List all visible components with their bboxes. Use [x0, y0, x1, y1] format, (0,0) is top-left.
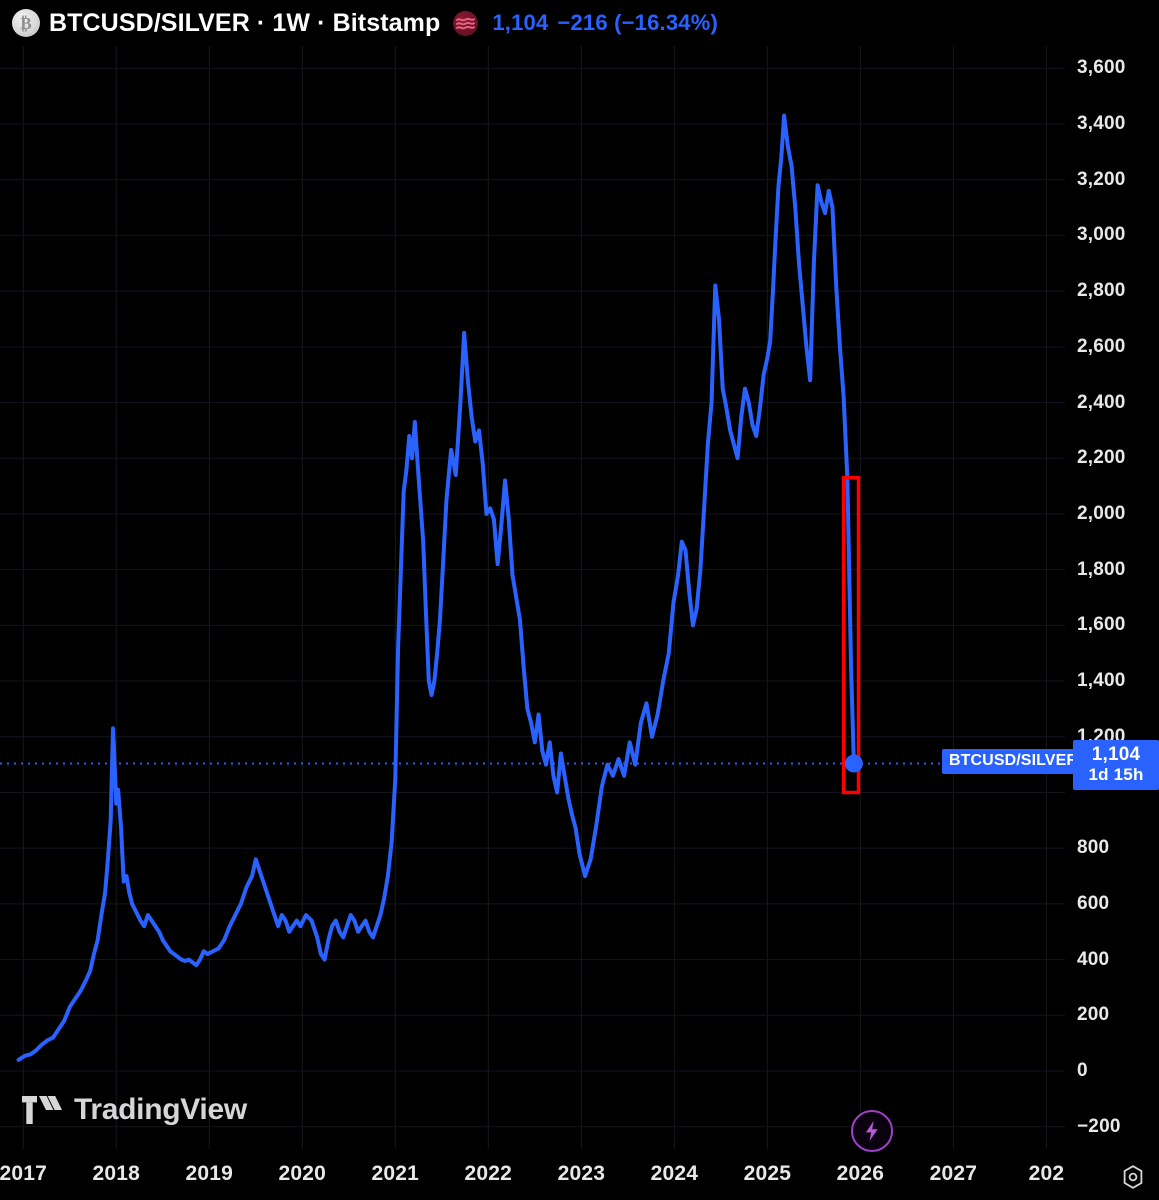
silver-wave-icon: [453, 10, 479, 36]
time-tick: 2019: [185, 1162, 234, 1185]
quote-change: −216: [557, 10, 608, 35]
horizontal-gridlines: [0, 67, 1065, 1128]
last-price-dot: [844, 754, 863, 773]
price-tick: 2,200: [1077, 447, 1126, 469]
price-axis[interactable]: 3,600 3,400 3,200 3,000 2,800 2,600 2,400 2,200…: [1065, 46, 1159, 1149]
quote-last: 1,104: [492, 10, 549, 35]
tradingview-logo-mark: [22, 1096, 62, 1124]
chart-header: ₿ BTCUSD/SILVER · 1W · Bitstamp 1,104 −21…: [0, 0, 1159, 46]
price-tick: 3,400: [1077, 112, 1126, 134]
bar-close-countdown: 1d 15h: [1088, 764, 1144, 784]
price-tick: 3,200: [1077, 168, 1126, 190]
price-series-svg: [0, 46, 1065, 1149]
time-tick: 2022: [464, 1162, 513, 1185]
time-tick: 2017: [0, 1162, 48, 1185]
price-tick: 1,600: [1077, 614, 1126, 636]
current-price-tag[interactable]: 1,104 1d 15h: [1073, 739, 1159, 790]
time-tick: 2023: [557, 1162, 606, 1185]
price-tick: 3,000: [1077, 224, 1126, 246]
tradingview-watermark: TradingView: [22, 1095, 247, 1125]
price-tick: 200: [1077, 1004, 1110, 1026]
current-price-value: 1,104: [1091, 743, 1141, 765]
time-tick: 2025: [743, 1162, 792, 1185]
quote-change-percent: (−16.34%): [614, 10, 718, 35]
series-legend-badge[interactable]: BTCUSD/SILVER: [942, 748, 1086, 774]
lightning-bolt-icon[interactable]: [851, 1110, 893, 1152]
time-tick: 2018: [92, 1162, 141, 1185]
price-tick: 600: [1077, 892, 1110, 914]
time-tick: 2024: [650, 1162, 699, 1185]
price-tick: 1,800: [1077, 558, 1126, 580]
quote-summary: 1,104 −216 (−16.34%): [492, 10, 718, 36]
price-tick: 2,000: [1077, 502, 1126, 524]
time-tick: 2027: [929, 1162, 978, 1185]
vertical-gridlines: [22, 46, 1047, 1149]
price-line: [16, 113, 856, 1062]
time-tick: 2020: [278, 1162, 327, 1185]
price-tick: −200: [1077, 1115, 1121, 1137]
tradingview-logo-text: TradingView: [74, 1093, 247, 1126]
price-tick: 2,800: [1077, 280, 1126, 302]
time-axis[interactable]: 2017 2018 2019 2020 2021 2022 2023 2024 2025 2026…: [0, 1149, 1159, 1200]
chart-plot-area[interactable]: [0, 46, 1065, 1149]
hexagon-settings-icon[interactable]: [1120, 1164, 1146, 1195]
red-highlight-rectangle: [841, 475, 861, 795]
price-tick: 2,600: [1077, 335, 1126, 357]
price-tick: 800: [1077, 837, 1110, 859]
bitcoin-glyph: ₿: [20, 13, 32, 33]
time-tick: 202: [1028, 1162, 1065, 1185]
price-tick: 400: [1077, 948, 1110, 970]
time-tick: 2021: [371, 1162, 420, 1185]
price-tick: 2,400: [1077, 391, 1126, 413]
bitcoin-icon: ₿: [12, 9, 40, 37]
time-tick: 2026: [836, 1162, 885, 1185]
price-tick: 1,400: [1077, 670, 1126, 692]
price-tick: 0: [1077, 1060, 1088, 1081]
price-tick: 3,600: [1077, 57, 1126, 79]
symbol-title[interactable]: BTCUSD/SILVER · 1W · Bitstamp: [49, 8, 441, 37]
